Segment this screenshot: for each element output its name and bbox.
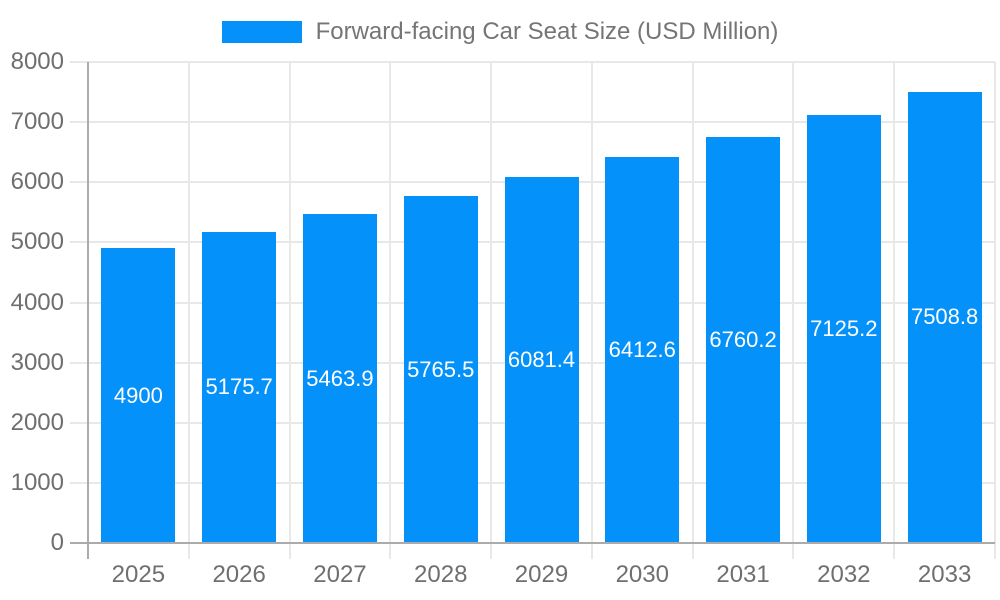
v-gridline <box>288 62 291 543</box>
y-tick-label: 6000 <box>10 168 64 196</box>
x-tick-label: 2029 <box>514 561 569 588</box>
bar[interactable] <box>302 214 377 543</box>
legend-swatch-icon <box>221 21 302 43</box>
x-tick-label: 2033 <box>917 561 972 588</box>
bar-value-label: 6081.4 <box>507 347 576 373</box>
y-tick-label: 0 <box>50 529 64 556</box>
x-tick-mark <box>288 543 291 559</box>
y-tick-mark <box>70 542 88 544</box>
bar[interactable] <box>605 157 680 543</box>
y-tick-mark <box>70 61 88 63</box>
v-gridline <box>490 62 493 543</box>
y-tick-mark <box>70 241 88 244</box>
y-tick-mark <box>70 421 88 424</box>
y-tick-mark <box>70 361 88 364</box>
y-tick-mark <box>70 181 88 184</box>
bar-value-label: 6760.2 <box>709 326 777 352</box>
bar[interactable] <box>403 196 478 543</box>
x-tick-label: 2031 <box>716 561 770 588</box>
y-tick-label: 2000 <box>10 408 64 436</box>
v-gridline <box>792 62 795 543</box>
x-tick-mark <box>590 543 593 559</box>
bar-value-label: 7125.2 <box>810 315 878 341</box>
h-gridline <box>88 61 995 63</box>
x-tick-label: 2030 <box>615 561 669 588</box>
x-tick-mark <box>187 543 190 559</box>
y-tick-label: 4000 <box>10 288 64 316</box>
x-tick-label: 2027 <box>313 561 367 588</box>
x-tick-mark <box>691 543 694 559</box>
y-tick-mark <box>70 301 88 304</box>
x-tick-mark <box>792 543 795 559</box>
x-tick-mark <box>389 543 392 559</box>
bar[interactable] <box>907 91 982 543</box>
x-tick-mark <box>994 543 996 559</box>
legend-item[interactable]: Forward-facing Car Seat Size (USD Millio… <box>0 19 1000 45</box>
y-tick-label: 3000 <box>10 348 64 376</box>
y-tick-label: 1000 <box>10 468 64 496</box>
bar[interactable] <box>202 231 277 543</box>
x-tick-label: 2032 <box>817 561 871 588</box>
v-gridline <box>389 62 392 543</box>
bar[interactable] <box>504 177 579 543</box>
x-tick-mark <box>490 543 493 559</box>
x-axis-line <box>88 542 995 544</box>
bar-value-label: 6412.6 <box>608 337 676 363</box>
v-gridline <box>187 62 190 543</box>
y-tick-label: 7000 <box>10 108 64 136</box>
x-tick-label: 2028 <box>414 561 468 588</box>
bar[interactable] <box>101 248 176 543</box>
y-tick-label: 5000 <box>10 228 64 256</box>
bar-value-label: 4900 <box>113 382 163 408</box>
x-tick-mark <box>87 543 89 559</box>
bar[interactable] <box>806 114 881 543</box>
bar-value-label: 5175.7 <box>205 374 273 400</box>
y-axis-line <box>87 62 89 543</box>
v-gridline <box>994 62 996 543</box>
legend-label: Forward-facing Car Seat Size (USD Millio… <box>315 18 779 45</box>
bar[interactable] <box>706 136 781 543</box>
x-tick-label: 2026 <box>212 561 266 588</box>
x-tick-label: 2025 <box>111 561 166 588</box>
y-tick-mark <box>70 121 88 124</box>
y-tick-label: 8000 <box>10 48 64 75</box>
bar-value-label: 5463.9 <box>306 365 374 391</box>
bar-value-label: 5765.5 <box>407 356 475 382</box>
h-gridline <box>88 121 995 124</box>
y-tick-mark <box>70 481 88 484</box>
v-gridline <box>691 62 694 543</box>
bar-value-label: 7508.8 <box>910 304 979 330</box>
plot-area: 0 1000 2000 3000 4000 5000 6000 7000 8000 4900 202… <box>11 48 996 588</box>
v-gridline <box>893 62 896 543</box>
x-tick-mark <box>893 543 896 559</box>
v-gridline <box>590 62 593 543</box>
